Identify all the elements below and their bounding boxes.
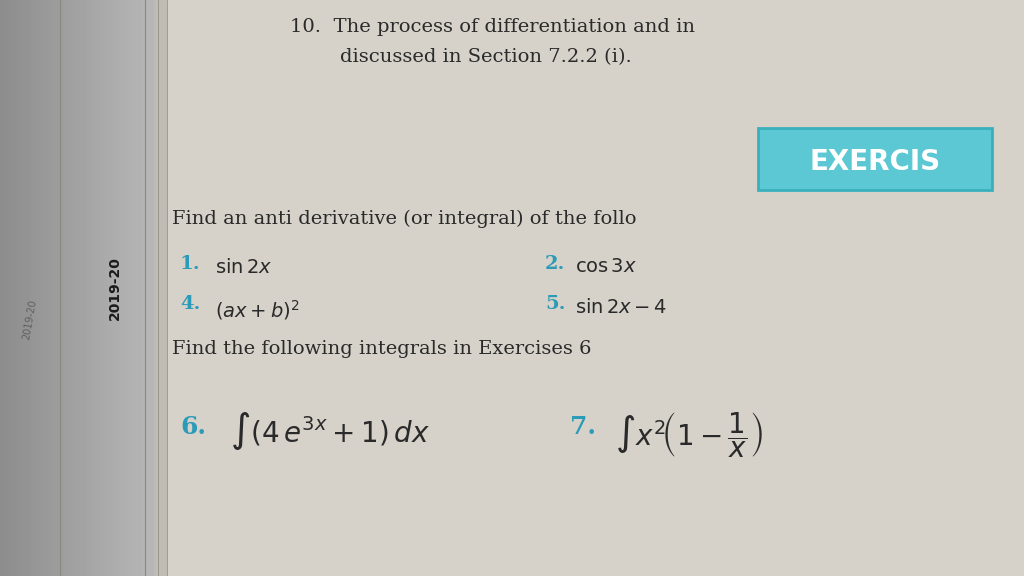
- Text: 10.  The process of differentiation and in: 10. The process of differentiation and i…: [290, 18, 695, 36]
- Text: Find the following integrals in Exercises 6: Find the following integrals in Exercise…: [172, 340, 592, 358]
- Text: $\int(4\,e^{3x}+1)\,dx$: $\int(4\,e^{3x}+1)\,dx$: [230, 410, 430, 452]
- Text: 2019-20: 2019-20: [108, 256, 122, 320]
- Text: 6.: 6.: [180, 415, 206, 439]
- Text: 7.: 7.: [570, 415, 596, 439]
- Text: $\mathrm{sin}\,2x-4$: $\mathrm{sin}\,2x-4$: [575, 298, 668, 317]
- Text: $(ax+b)^{2}$: $(ax+b)^{2}$: [215, 298, 299, 322]
- Text: $\int x^{2}\!\left(1-\dfrac{1}{x}\right)$: $\int x^{2}\!\left(1-\dfrac{1}{x}\right)…: [615, 410, 763, 460]
- Text: $\mathrm{sin}\,2x$: $\mathrm{sin}\,2x$: [215, 258, 272, 277]
- Text: Find an anti derivative (or integral) of the follo: Find an anti derivative (or integral) of…: [172, 210, 637, 228]
- Text: 2.: 2.: [545, 255, 565, 273]
- Text: 2019-20: 2019-20: [22, 299, 39, 341]
- Text: 4.: 4.: [180, 295, 201, 313]
- Text: discussed in Section 7.2.2 (i).: discussed in Section 7.2.2 (i).: [340, 48, 632, 66]
- Bar: [155, 0, 167, 576]
- Text: 5.: 5.: [545, 295, 565, 313]
- Text: $\mathrm{cos}\,3x$: $\mathrm{cos}\,3x$: [575, 258, 637, 276]
- Bar: [155, 0, 1024, 576]
- Text: EXERCIS: EXERCIS: [809, 148, 941, 176]
- FancyBboxPatch shape: [758, 128, 992, 190]
- Text: 1.: 1.: [180, 255, 201, 273]
